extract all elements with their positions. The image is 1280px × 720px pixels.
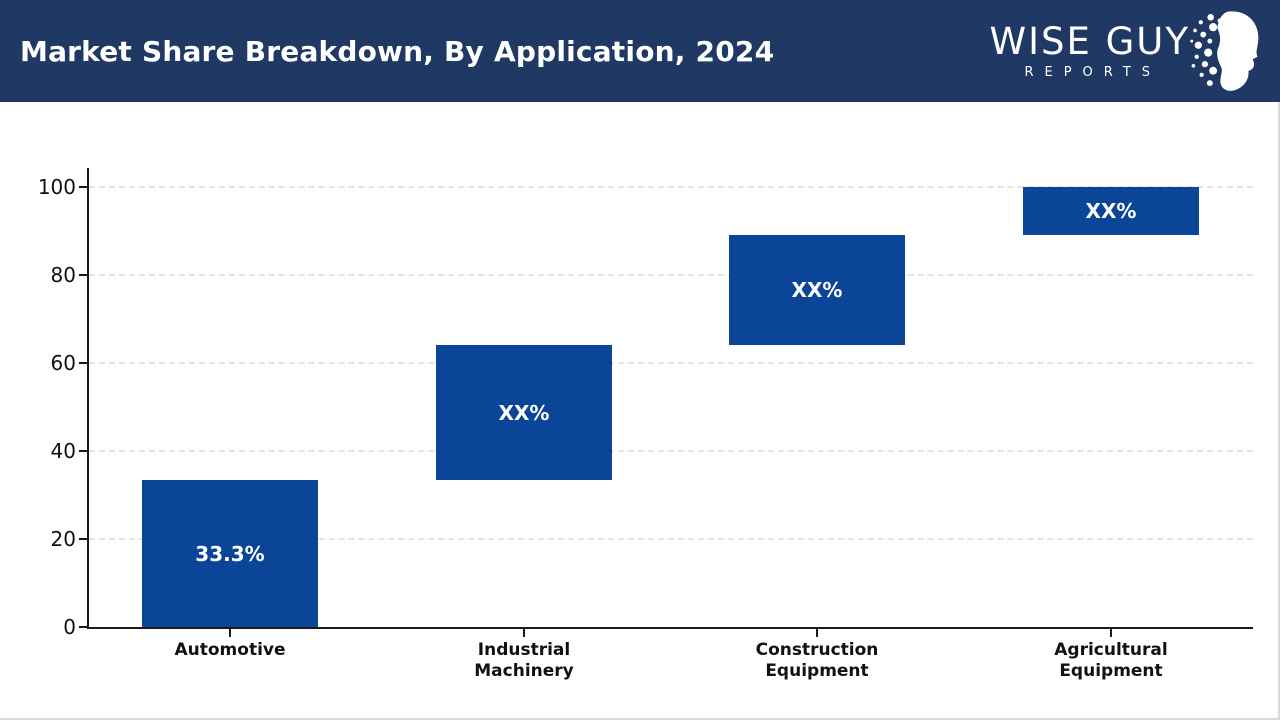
brand-name: WISE GUY xyxy=(989,20,1190,63)
y-axis-tick-mark xyxy=(79,274,87,276)
y-axis-line xyxy=(87,168,89,629)
bar-construction-equipment: XX% xyxy=(729,235,905,346)
brand-subtitle: REPORTS xyxy=(1024,65,1162,80)
y-axis-tick-label: 100 xyxy=(37,175,76,199)
bar-value-label: XX% xyxy=(498,400,550,425)
x-axis-category-label: Construction Equipment xyxy=(755,640,879,681)
gridline-20 xyxy=(89,538,1253,540)
y-axis-tick-label: 80 xyxy=(50,263,76,287)
y-axis-tick-label: 0 xyxy=(63,615,76,639)
header-bar: Market Share Breakdown, By Application, … xyxy=(0,0,1280,102)
bar-automotive: 33.3% xyxy=(142,480,318,627)
x-axis-tick-mark xyxy=(229,629,231,637)
x-axis-tick-mark xyxy=(1110,629,1112,637)
x-axis-category-label: Automotive xyxy=(174,640,286,660)
x-axis-tick-mark xyxy=(523,629,525,637)
x-axis-category-label: Agricultural Equipment xyxy=(1054,640,1168,681)
bar-value-label: 33.3% xyxy=(195,541,265,566)
y-axis-tick-mark xyxy=(79,186,87,188)
bar-value-label: XX% xyxy=(791,278,843,303)
y-axis-tick-label: 60 xyxy=(50,351,76,375)
gridline-60 xyxy=(89,362,1253,364)
wiseguy-head-icon xyxy=(1190,11,1259,91)
gridline-100 xyxy=(89,186,1253,188)
y-axis-tick-mark xyxy=(79,362,87,364)
bar-value-label: XX% xyxy=(1085,199,1137,224)
brand-logo: WISE GUY REPORTS xyxy=(990,9,1260,93)
y-axis-tick-label: 40 xyxy=(50,439,76,463)
bar-industrial-machinery: XX% xyxy=(436,345,612,481)
brand-logo-text: WISE GUY REPORTS xyxy=(990,23,1190,79)
gridline-40 xyxy=(89,450,1253,452)
y-axis-tick-mark xyxy=(79,450,87,452)
gridline-80 xyxy=(89,274,1253,276)
bar-agricultural-equipment: XX% xyxy=(1023,187,1199,236)
x-axis-tick-mark xyxy=(816,629,818,637)
page-title: Market Share Breakdown, By Application, … xyxy=(20,34,775,68)
y-axis-tick-mark xyxy=(79,626,87,628)
x-axis-line xyxy=(87,627,1253,629)
chart-body: 0 20 40 60 80 100 33.3% Automotive XX% Industrial… xyxy=(0,102,1280,718)
y-axis-tick-mark xyxy=(79,538,87,540)
x-axis-category-label: Industrial Machinery xyxy=(474,640,574,681)
y-axis-tick-label: 20 xyxy=(50,527,76,551)
page-bottom-border xyxy=(0,718,1280,720)
